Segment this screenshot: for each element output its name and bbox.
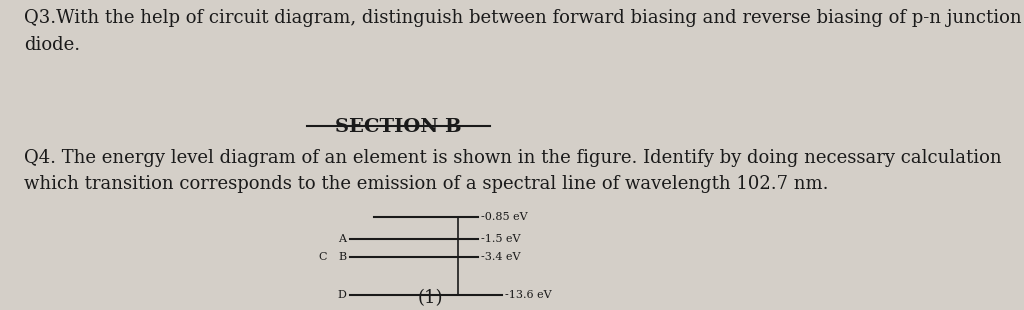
Text: SECTION B: SECTION B xyxy=(335,118,462,136)
Text: -1.5 eV: -1.5 eV xyxy=(481,234,520,244)
Text: -0.85 eV: -0.85 eV xyxy=(481,212,527,222)
Text: A: A xyxy=(338,234,346,244)
Text: C: C xyxy=(317,252,327,262)
Text: B: B xyxy=(338,252,346,262)
Text: -3.4 eV: -3.4 eV xyxy=(481,252,520,262)
Text: D: D xyxy=(338,290,346,299)
Text: Q4. The energy level diagram of an element is shown in the figure. Identify by d: Q4. The energy level diagram of an eleme… xyxy=(24,149,1001,193)
Text: (1): (1) xyxy=(417,289,442,307)
Text: Q3.With the help of circuit diagram, distinguish between forward biasing and rev: Q3.With the help of circuit diagram, dis… xyxy=(24,9,1022,54)
Text: -13.6 eV: -13.6 eV xyxy=(505,290,551,299)
